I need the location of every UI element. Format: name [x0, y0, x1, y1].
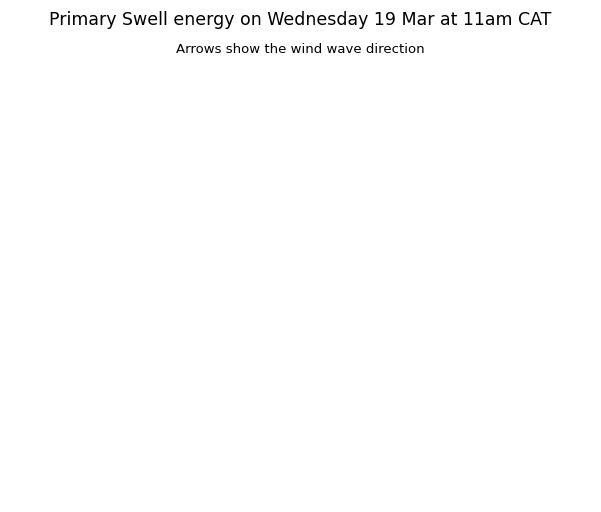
Text: Primary Swell energy on Wednesday 19 Mar at 11am CAT: Primary Swell energy on Wednesday 19 Mar…: [49, 11, 552, 30]
Text: Arrows show the wind wave direction: Arrows show the wind wave direction: [176, 44, 425, 56]
Text: Cartopy required: Cartopy required: [242, 281, 359, 295]
